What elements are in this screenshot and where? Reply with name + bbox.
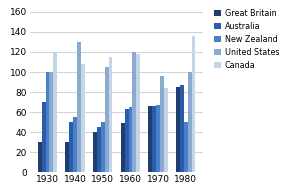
Bar xyxy=(184,122,188,172)
Bar xyxy=(49,72,53,172)
Bar xyxy=(53,52,57,172)
Bar xyxy=(65,142,69,172)
Bar xyxy=(164,88,168,172)
Bar xyxy=(129,107,132,172)
Bar xyxy=(81,64,85,172)
Bar xyxy=(132,52,136,172)
Bar xyxy=(73,117,77,172)
Bar xyxy=(152,106,156,172)
Bar xyxy=(97,127,101,172)
Bar xyxy=(176,87,180,172)
Bar xyxy=(105,67,109,172)
Bar xyxy=(109,57,112,172)
Bar xyxy=(180,85,184,172)
Bar xyxy=(192,36,196,172)
Bar xyxy=(69,122,73,172)
Bar xyxy=(148,106,152,172)
Bar xyxy=(188,72,192,172)
Bar xyxy=(93,132,97,172)
Bar xyxy=(101,122,105,172)
Bar xyxy=(136,54,140,172)
Legend: Great Britain, Australia, New Zealand, United States, Canada: Great Britain, Australia, New Zealand, U… xyxy=(213,8,280,71)
Bar xyxy=(77,42,81,172)
Bar xyxy=(45,72,49,172)
Bar xyxy=(160,76,164,172)
Bar xyxy=(125,109,129,172)
Bar xyxy=(38,142,42,172)
Bar xyxy=(121,123,125,172)
Bar xyxy=(42,102,45,172)
Bar xyxy=(156,105,160,172)
